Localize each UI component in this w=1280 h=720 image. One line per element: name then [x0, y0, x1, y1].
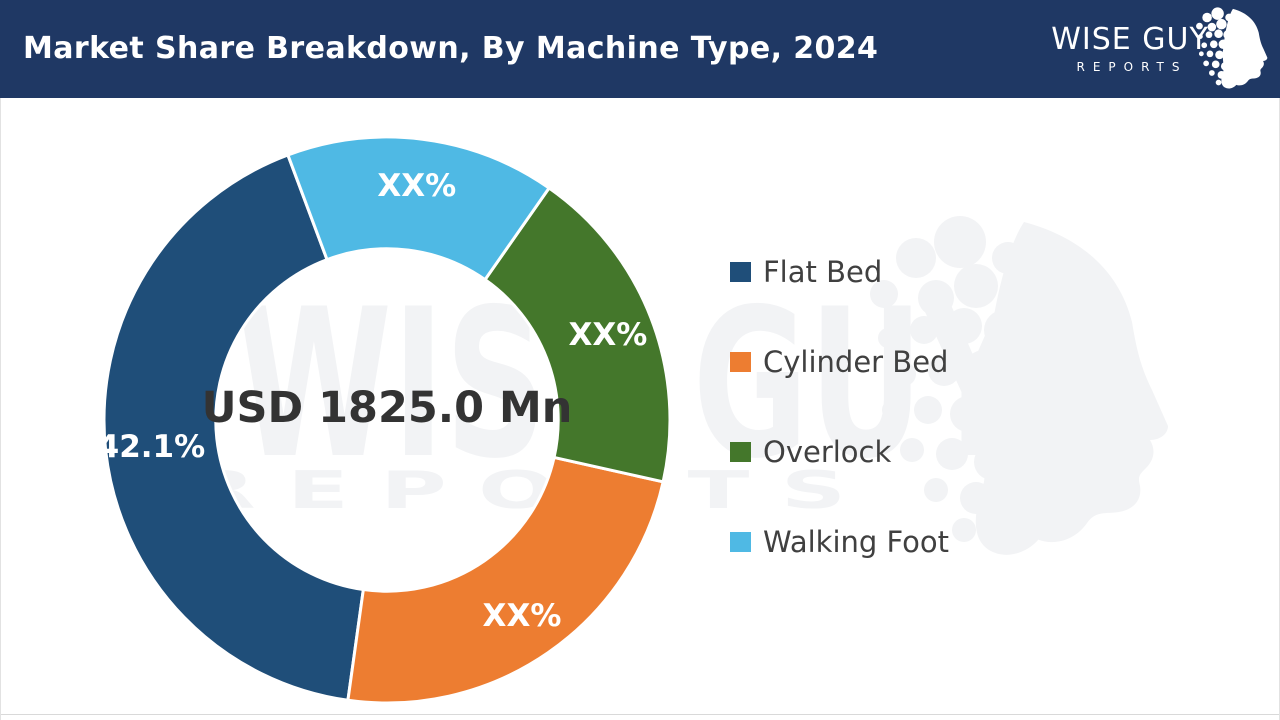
legend-label: Flat Bed: [763, 255, 883, 289]
bottom-divider: [1, 714, 1279, 715]
slice-overlock: [483, 186, 672, 484]
logo: WISE GUY REPORTS: [1044, 22, 1216, 74]
logo-subtext: REPORTS: [1076, 60, 1188, 74]
slice-cylinder-bed: [346, 455, 665, 705]
chart-legend: Flat Bed Cylinder Bed Overlock Walking F…: [730, 250, 949, 610]
legend-swatch-overlock: [730, 442, 751, 462]
legend-item: Flat Bed: [730, 250, 949, 294]
slice-walking-foot: [286, 135, 551, 282]
page-title: Market Share Breakdown, By Machine Type,…: [23, 31, 879, 66]
slice-label-flat-bed: 42.1%: [98, 429, 206, 465]
logo-wordmark: WISE GUY: [1051, 22, 1209, 57]
chart-area: WISE GUY R E P O R T S 42.1% XX% XX% XX% US…: [0, 98, 1280, 720]
donut-chart: 42.1% XX% XX% XX%: [98, 135, 672, 705]
legend-label: Overlock: [763, 435, 892, 469]
legend-swatch-walking-foot: [730, 532, 751, 552]
legend-swatch-cylinder-bed: [730, 352, 751, 372]
slice-flat-bed: [102, 153, 365, 702]
slice-label-cylinder-bed: XX%: [483, 598, 562, 634]
legend-item: Overlock: [730, 430, 949, 474]
legend-swatch-flat-bed: [730, 262, 751, 282]
slice-label-walking-foot: XX%: [377, 168, 456, 204]
legend-label: Cylinder Bed: [763, 345, 949, 379]
header-bar: Market Share Breakdown, By Machine Type,…: [0, 0, 1280, 98]
logo-face-icon: [1196, 7, 1268, 89]
legend-item: Walking Foot: [730, 520, 949, 564]
legend-item: Cylinder Bed: [730, 340, 949, 384]
slice-label-overlock: XX%: [568, 317, 647, 353]
legend-label: Walking Foot: [763, 525, 950, 559]
chart-center-value: USD 1825.0 Mn: [201, 383, 573, 433]
